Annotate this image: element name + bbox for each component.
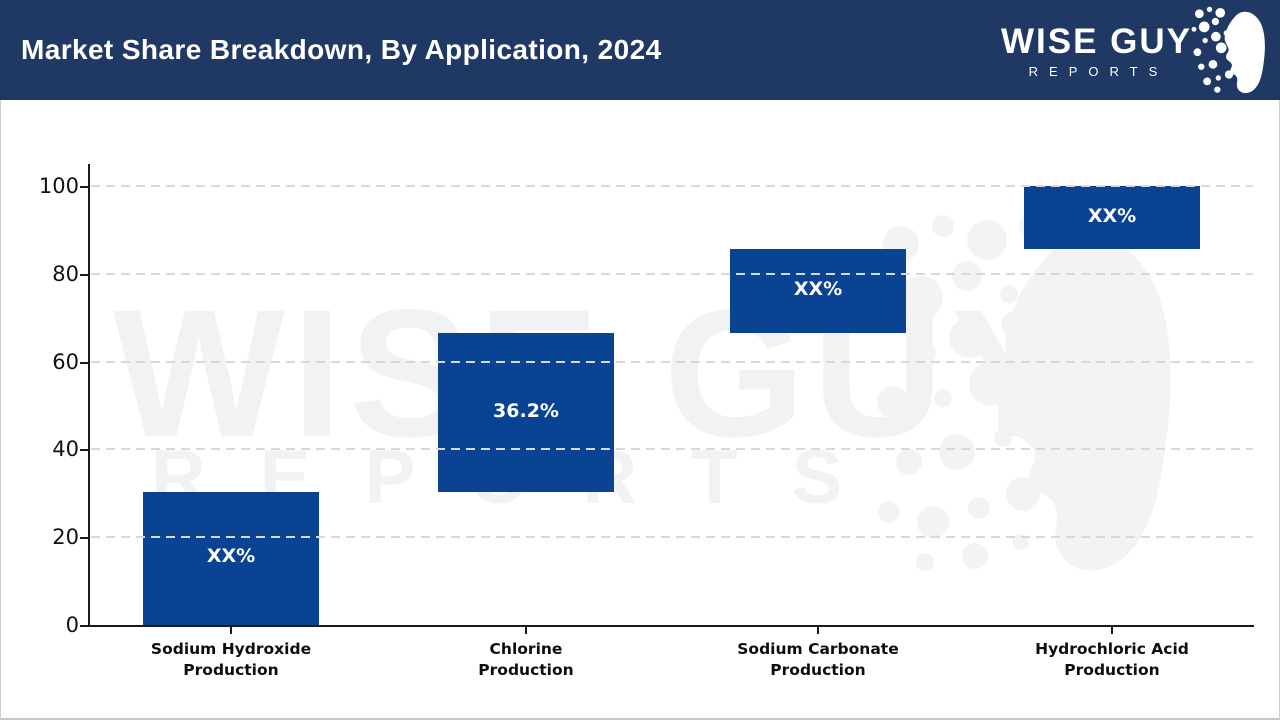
category-label-line: Hydrochloric Acid <box>1035 640 1189 658</box>
bar-segment <box>730 249 906 334</box>
y-tick-mark <box>80 537 88 540</box>
x-tick-mark <box>230 627 232 634</box>
bar-segment <box>143 491 319 625</box>
y-tick-label: 80 <box>52 261 79 286</box>
logo-text: WISE GUY REPORTS <box>1001 22 1192 79</box>
gridline-60 <box>91 360 1253 363</box>
category-label: Hydrochloric Acid Production <box>962 639 1262 681</box>
x-tick-mark <box>1111 627 1113 634</box>
category-label-line: Production <box>1064 661 1160 679</box>
y-axis-line <box>88 164 90 626</box>
y-tick-label: 40 <box>52 437 79 462</box>
category-label-line: Production <box>770 661 866 679</box>
y-tick-mark <box>80 625 88 627</box>
y-tick-label: 20 <box>52 525 79 550</box>
category-label-line: Sodium Carbonate <box>737 640 899 658</box>
y-tick-mark <box>80 449 88 452</box>
x-tick-mark <box>817 627 819 634</box>
x-axis-line <box>88 625 1254 627</box>
logo-face-dots-icon <box>1191 6 1265 94</box>
bar-value-label: XX% <box>1087 204 1137 227</box>
y-tick-mark <box>80 361 88 364</box>
bar-segment <box>438 333 614 492</box>
x-tick-mark <box>525 627 527 634</box>
bar-value-label: 36.2% <box>493 399 559 422</box>
bar-value-label: XX% <box>206 545 256 568</box>
gridline-40 <box>91 448 1253 451</box>
watermark-face-dots-icon <box>869 214 1171 571</box>
category-label-line: Production <box>183 661 279 679</box>
logo-reports-label: REPORTS <box>1028 64 1169 79</box>
y-tick-label: 60 <box>52 349 79 374</box>
wise-guy-reports-logo: WISE GUY REPORTS <box>1001 6 1268 94</box>
category-label: Chlorine Production <box>376 639 676 681</box>
y-tick-mark <box>80 273 88 276</box>
category-label-line: Production <box>478 661 574 679</box>
bar-segment <box>1024 186 1200 250</box>
gridline-100 <box>91 185 1253 187</box>
y-tick-label: 0 <box>65 613 79 637</box>
gridline-20 <box>91 536 1253 539</box>
logo-wise-guy-label: WISE GUY <box>1000 22 1192 61</box>
y-tick-label: 100 <box>38 174 79 198</box>
header-bar: Market Share Breakdown, By Application, … <box>0 0 1280 100</box>
page-title: Market Share Breakdown, By Application, … <box>21 34 662 65</box>
category-label-line: Chlorine <box>489 640 563 658</box>
bar-value-label: XX% <box>793 278 843 301</box>
category-label: Sodium Carbonate Production <box>668 639 968 681</box>
gridline-80 <box>91 272 1253 275</box>
category-label: Sodium Hydroxide Production <box>81 639 381 681</box>
y-tick-mark <box>80 186 88 188</box>
category-label-line: Sodium Hydroxide <box>150 640 312 658</box>
